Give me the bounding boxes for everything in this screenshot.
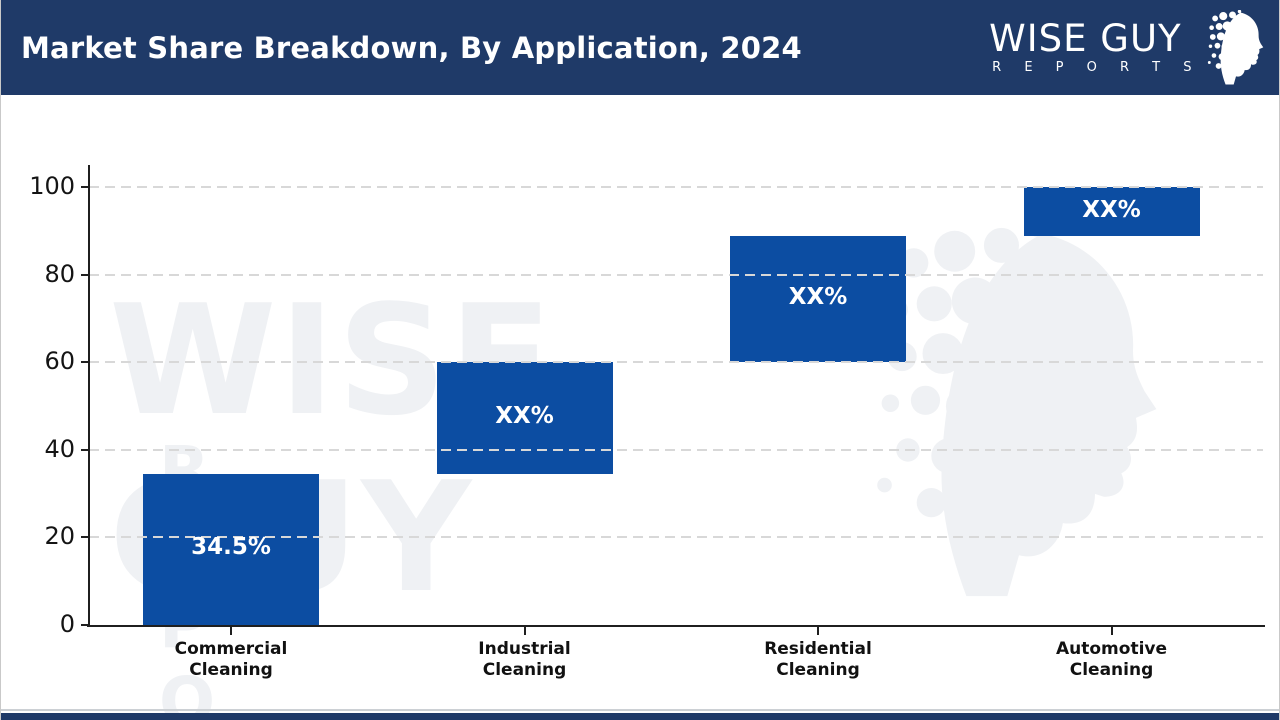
bar-value-label: XX% bbox=[495, 403, 554, 430]
bar bbox=[143, 473, 319, 625]
x-category-label: Industrial Cleaning bbox=[478, 639, 571, 680]
page-title: Market Share Breakdown, By Application, … bbox=[21, 30, 802, 65]
y-tick-label: 0 bbox=[59, 610, 75, 638]
footer-bar bbox=[1, 713, 1279, 720]
y-tick-mark bbox=[81, 273, 89, 276]
y-tick-label: 20 bbox=[44, 522, 75, 551]
x-category-label: Commercial Cleaning bbox=[174, 639, 288, 680]
x-tick-mark bbox=[817, 627, 819, 635]
x-tick-mark bbox=[230, 627, 232, 635]
gridline bbox=[89, 536, 1263, 539]
y-tick-mark bbox=[81, 624, 89, 626]
y-tick-mark bbox=[81, 536, 89, 539]
gridline bbox=[89, 361, 1263, 364]
footer-rule bbox=[1, 709, 1279, 711]
y-tick-label: 100 bbox=[29, 172, 75, 200]
y-tick-label: 60 bbox=[44, 347, 75, 376]
x-category-label: Residential Cleaning bbox=[764, 639, 872, 680]
y-tick-mark bbox=[81, 186, 89, 188]
y-axis-line bbox=[88, 165, 90, 627]
header: Market Share Breakdown, By Application, … bbox=[1, 0, 1279, 95]
bar bbox=[436, 362, 613, 474]
x-tick-mark bbox=[1110, 627, 1113, 635]
gridline bbox=[89, 273, 1263, 276]
bar-value-label: XX% bbox=[788, 284, 848, 311]
brand-logo: WISE GUY R E P O R T S bbox=[989, 9, 1265, 86]
brand-logo-text: WISE GUY R E P O R T S bbox=[989, 20, 1201, 75]
y-tick-mark bbox=[81, 361, 89, 364]
bar-value-label: 34.5% bbox=[191, 534, 271, 561]
bar bbox=[730, 236, 906, 363]
brand-face-icon bbox=[1207, 9, 1264, 85]
brand-subtitle: R E P O R T S bbox=[992, 60, 1201, 75]
brand-name: WISE GUY bbox=[989, 17, 1182, 60]
y-tick-label: 80 bbox=[44, 259, 75, 288]
gridline bbox=[89, 448, 1263, 451]
x-category-label: Automotive Cleaning bbox=[1055, 639, 1168, 680]
gridline bbox=[89, 186, 1263, 188]
x-tick-mark bbox=[523, 627, 526, 635]
watermark-face-icon bbox=[877, 222, 1157, 597]
y-tick-mark bbox=[81, 448, 89, 451]
x-axis-line bbox=[87, 625, 1265, 627]
y-tick-label: 40 bbox=[44, 434, 75, 463]
bar-value-label: XX% bbox=[1082, 196, 1141, 223]
